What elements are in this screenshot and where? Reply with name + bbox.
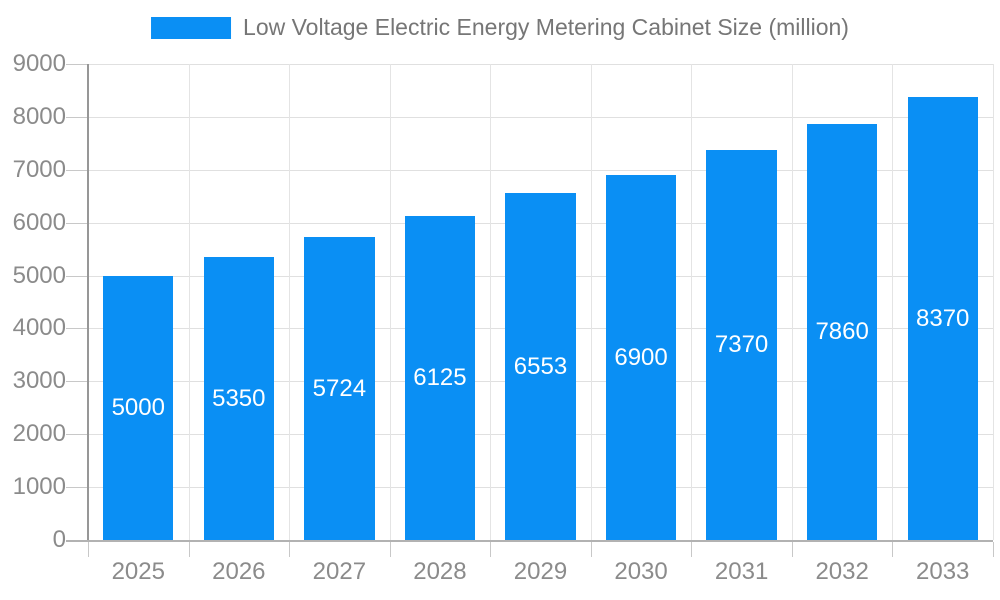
x-tick-label: 2032 (815, 558, 869, 585)
bar-value-label: 5724 (312, 374, 367, 402)
legend-label: Low Voltage Electric Energy Metering Cab… (243, 14, 849, 40)
bar-value-label: 6900 (614, 343, 668, 371)
gridline-horizontal (88, 169, 993, 171)
y-tick-label: 0 (52, 526, 66, 553)
x-axis-tick (590, 542, 592, 557)
x-axis-tick (289, 542, 291, 557)
x-tick-label: 2030 (614, 558, 668, 585)
y-axis-tick (66, 169, 88, 171)
x-axis-line (66, 540, 993, 542)
y-tick-label: 8000 (12, 102, 66, 130)
x-axis-tick (993, 542, 994, 557)
bar-value-label: 8370 (916, 304, 970, 332)
x-tick-label: 2027 (312, 558, 367, 585)
y-tick-label: 2000 (12, 420, 66, 448)
x-axis-tick (88, 542, 89, 557)
gridline-vertical (188, 64, 190, 540)
y-axis-tick (66, 381, 88, 383)
gridline-horizontal (88, 116, 993, 118)
gridline-vertical (892, 64, 894, 540)
bar-value-label: 7860 (815, 318, 869, 346)
bar[interactable] (203, 257, 274, 540)
bar[interactable] (505, 193, 576, 540)
bar-value-label: 5000 (111, 393, 165, 421)
y-tick-label: 1000 (12, 473, 66, 501)
bar[interactable] (103, 275, 174, 540)
x-tick-label: 2033 (916, 558, 970, 585)
y-axis-tick (66, 64, 88, 65)
y-axis-tick (66, 487, 88, 489)
gridline-vertical (389, 64, 391, 540)
y-axis-line (87, 64, 89, 540)
gridline-vertical (590, 64, 592, 540)
bar[interactable] (605, 175, 677, 540)
bar[interactable] (806, 124, 878, 540)
bar[interactable] (907, 97, 978, 540)
bar[interactable] (304, 237, 375, 540)
y-tick-label: 4000 (12, 314, 66, 342)
y-axis-tick (66, 222, 88, 224)
x-tick-label: 2029 (513, 558, 568, 585)
x-axis-tick (691, 542, 693, 557)
gridline-vertical (490, 64, 492, 540)
y-axis-tick (66, 434, 88, 436)
bar[interactable] (706, 150, 777, 540)
x-tick-label: 2028 (413, 558, 467, 585)
x-axis-tick (791, 542, 793, 557)
bar-value-label: 5350 (212, 384, 266, 412)
bar[interactable] (404, 216, 476, 540)
gridline-horizontal (88, 64, 993, 65)
y-axis-tick (66, 116, 88, 118)
y-tick-label: 6000 (12, 208, 66, 236)
y-tick-label: 9000 (12, 50, 66, 77)
gridline-vertical (791, 64, 793, 540)
x-axis-tick (389, 542, 391, 557)
bar-value-label: 7370 (714, 331, 769, 359)
legend-item[interactable]: Low Voltage Electric Energy Metering Cab… (151, 14, 849, 41)
x-tick-label: 2031 (714, 558, 769, 585)
legend-swatch-icon (151, 16, 232, 39)
y-tick-label: 5000 (12, 261, 66, 289)
gridline-vertical (289, 64, 291, 540)
x-axis-tick (490, 542, 492, 557)
y-tick-label: 7000 (12, 155, 66, 183)
y-tick-label: 3000 (12, 367, 66, 395)
bar-value-label: 6125 (413, 364, 467, 392)
x-axis-tick (188, 542, 190, 557)
x-axis-tick (892, 542, 894, 557)
x-tick-label: 2026 (212, 558, 266, 585)
y-axis-tick (66, 275, 88, 277)
y-axis-tick (66, 328, 88, 330)
gridline-vertical (993, 64, 994, 540)
bar-value-label: 6553 (513, 352, 568, 380)
gridline-vertical (691, 64, 693, 540)
x-tick-label: 2025 (111, 558, 165, 585)
